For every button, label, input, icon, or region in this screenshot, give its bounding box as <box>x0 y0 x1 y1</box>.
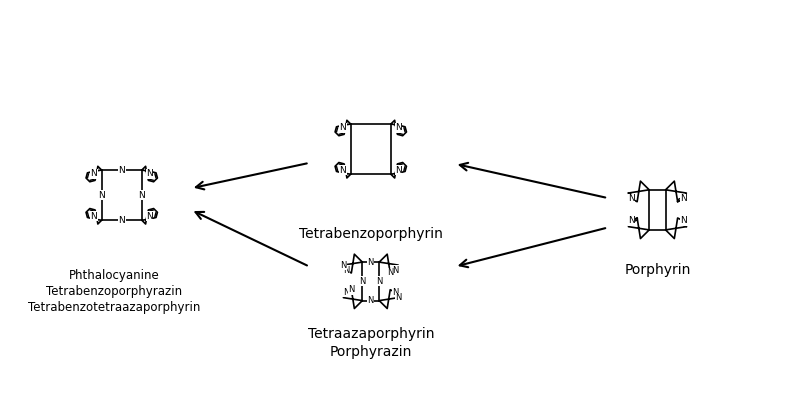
Text: N: N <box>339 166 347 175</box>
Text: N: N <box>343 288 349 297</box>
Text: N: N <box>368 296 374 305</box>
Text: N: N <box>139 191 145 200</box>
Text: N: N <box>393 288 399 297</box>
Text: N: N <box>146 212 153 221</box>
Text: N: N <box>393 266 399 275</box>
Text: N: N <box>680 216 687 226</box>
Text: N: N <box>628 216 634 226</box>
Text: N: N <box>680 194 687 203</box>
Text: Porphyrin: Porphyrin <box>624 263 691 277</box>
Text: N: N <box>395 293 401 302</box>
Text: N: N <box>368 258 374 266</box>
Text: N: N <box>98 191 105 200</box>
Text: N: N <box>359 277 366 286</box>
Text: Phthalocyanine
Tetrabenzoporphyrazin
Tetrabenzotetraazaporphyrin: Phthalocyanine Tetrabenzoporphyrazin Tet… <box>28 269 200 313</box>
Text: N: N <box>118 166 125 175</box>
Text: N: N <box>387 269 393 277</box>
Text: Tetrabenzoporphyrin: Tetrabenzoporphyrin <box>299 228 442 241</box>
Text: N: N <box>343 266 349 275</box>
Text: N: N <box>146 169 153 179</box>
Text: N: N <box>90 169 98 179</box>
Text: N: N <box>628 194 634 203</box>
Text: N: N <box>395 166 402 175</box>
Text: N: N <box>90 212 98 221</box>
Text: N: N <box>395 124 402 132</box>
Text: N: N <box>339 124 347 132</box>
Text: Tetraazaporphyrin
Porphyrazin: Tetraazaporphyrin Porphyrazin <box>308 327 434 359</box>
Text: N: N <box>348 285 354 294</box>
Text: N: N <box>118 216 125 225</box>
Text: N: N <box>340 260 347 270</box>
Text: N: N <box>376 277 382 286</box>
